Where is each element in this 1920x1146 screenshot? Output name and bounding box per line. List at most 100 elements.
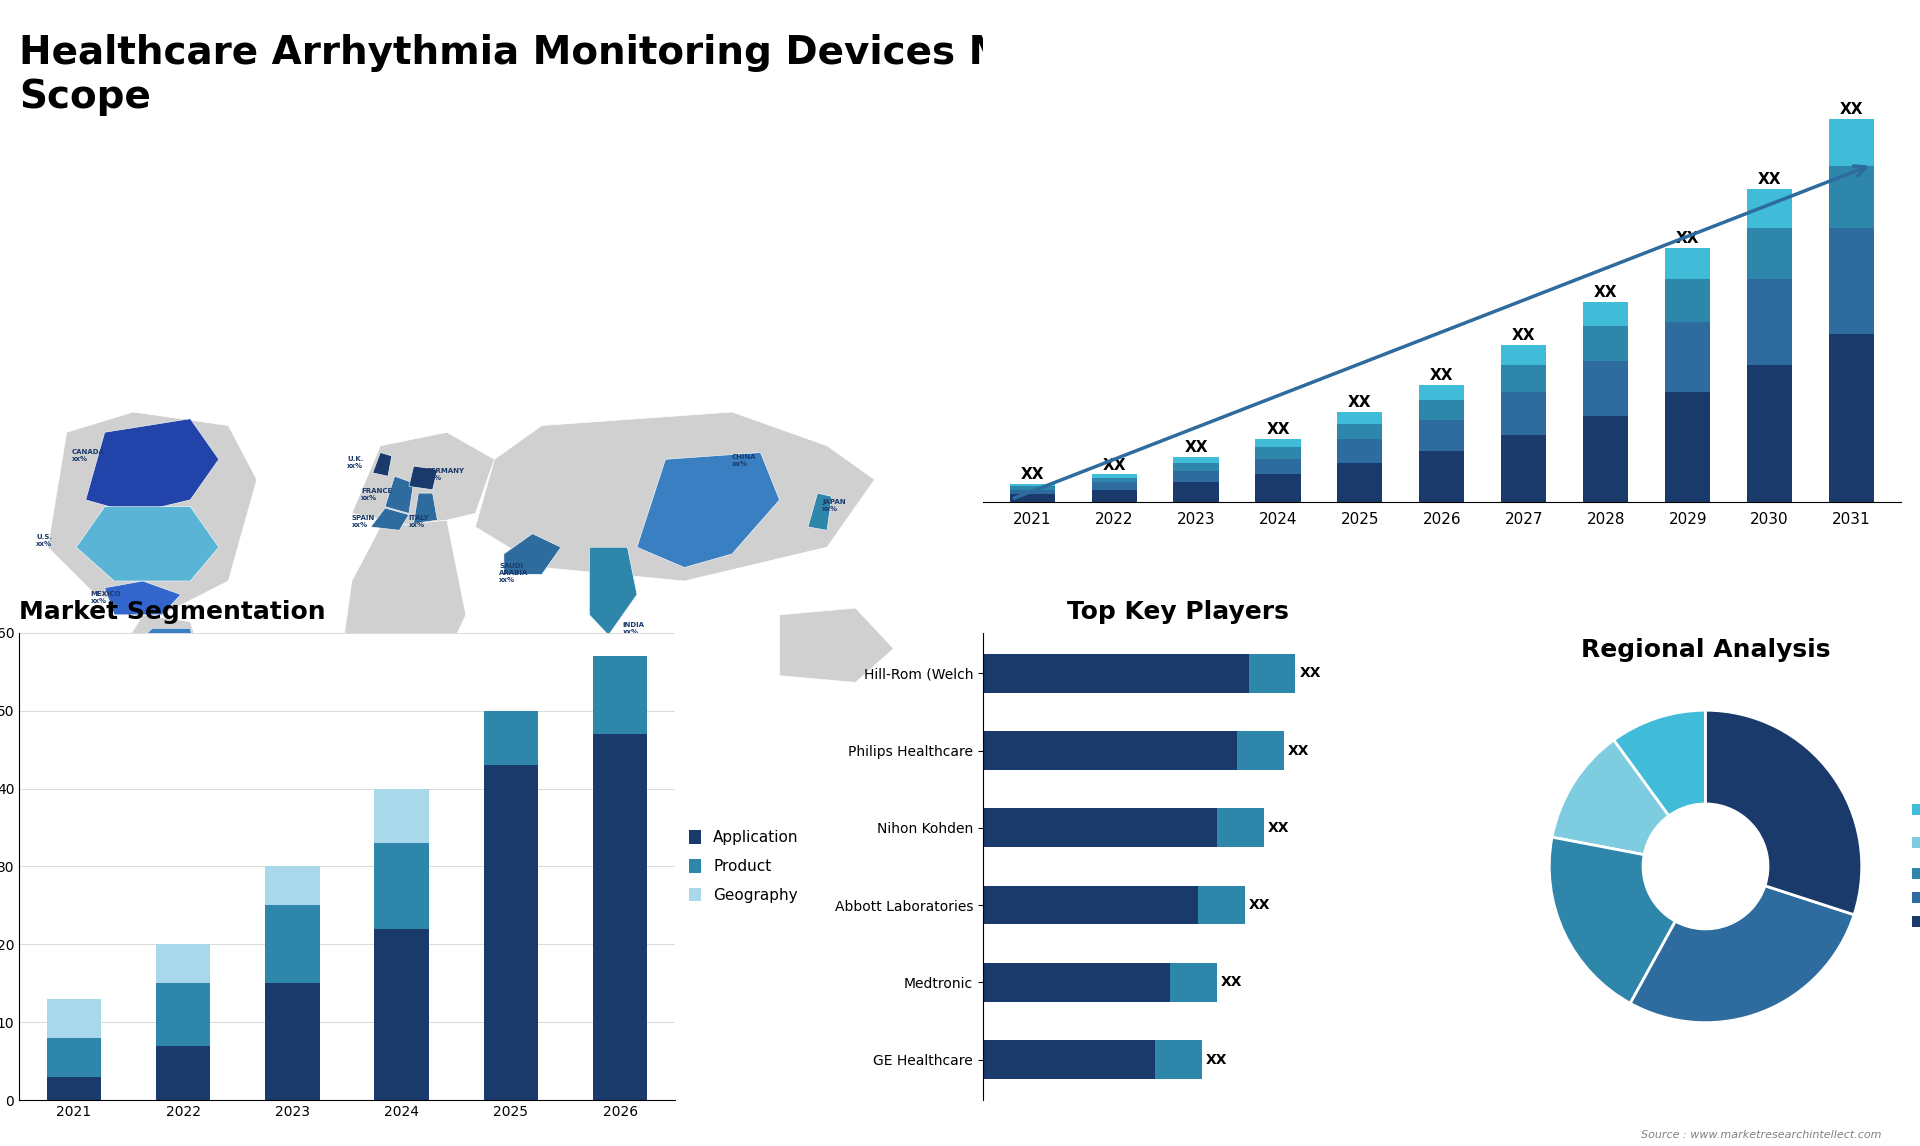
Bar bbox=[1501, 364, 1546, 392]
Text: XX: XX bbox=[1248, 898, 1269, 912]
Bar bbox=[484, 711, 538, 766]
Wedge shape bbox=[1705, 711, 1862, 915]
Bar bbox=[1010, 485, 1054, 486]
Bar bbox=[1171, 963, 1217, 1002]
Bar bbox=[1338, 424, 1382, 439]
Bar bbox=[1173, 482, 1219, 502]
Bar bbox=[1419, 452, 1465, 502]
Bar bbox=[484, 766, 538, 1100]
Bar bbox=[156, 1045, 211, 1100]
Bar bbox=[1665, 392, 1711, 502]
Text: XX: XX bbox=[1300, 666, 1321, 681]
Bar bbox=[1217, 808, 1263, 847]
Wedge shape bbox=[1549, 838, 1676, 1004]
Legend: Latin America, Middle East &
Africa, Asia Pacific, Europe, North America: Latin America, Middle East & Africa, Asi… bbox=[1907, 799, 1920, 934]
Polygon shape bbox=[351, 432, 495, 527]
Bar bbox=[983, 1041, 1154, 1078]
Bar bbox=[1419, 385, 1465, 400]
Bar bbox=[1665, 278, 1711, 322]
Text: XX: XX bbox=[1206, 1052, 1227, 1067]
Polygon shape bbox=[589, 548, 637, 635]
Bar bbox=[1092, 474, 1137, 478]
Bar bbox=[1248, 654, 1296, 692]
Bar bbox=[46, 1038, 102, 1077]
Bar bbox=[1338, 411, 1382, 424]
Text: Market Segmentation: Market Segmentation bbox=[19, 599, 326, 623]
Polygon shape bbox=[409, 466, 438, 489]
Bar bbox=[1419, 400, 1465, 419]
Bar bbox=[265, 905, 321, 983]
Bar bbox=[1747, 228, 1791, 278]
Bar bbox=[1236, 731, 1284, 770]
Bar bbox=[1747, 189, 1791, 228]
Polygon shape bbox=[123, 628, 200, 689]
Bar bbox=[1256, 474, 1300, 502]
Text: SPAIN
xx%: SPAIN xx% bbox=[351, 515, 374, 528]
Bar bbox=[1092, 482, 1137, 490]
Text: BRAZIL
xx%: BRAZIL xx% bbox=[119, 645, 148, 659]
Bar bbox=[1584, 325, 1628, 361]
Text: XX: XX bbox=[1430, 368, 1453, 383]
Polygon shape bbox=[637, 453, 780, 567]
Legend: Application, Product, Geography: Application, Product, Geography bbox=[682, 824, 804, 909]
Polygon shape bbox=[386, 477, 413, 513]
Polygon shape bbox=[390, 689, 432, 716]
Bar bbox=[374, 843, 428, 928]
Bar bbox=[1256, 458, 1300, 474]
Text: CANADA
xx%: CANADA xx% bbox=[71, 449, 104, 463]
Bar bbox=[46, 1077, 102, 1100]
Wedge shape bbox=[1551, 740, 1668, 855]
Bar bbox=[1010, 494, 1054, 502]
Bar bbox=[1584, 361, 1628, 416]
Text: XX: XX bbox=[1594, 285, 1617, 300]
Bar bbox=[1830, 119, 1874, 165]
Polygon shape bbox=[808, 493, 831, 531]
Bar bbox=[1747, 364, 1791, 502]
Bar bbox=[1419, 419, 1465, 452]
Bar bbox=[1092, 478, 1137, 482]
Text: XX: XX bbox=[1185, 440, 1208, 455]
Bar bbox=[1173, 471, 1219, 482]
Text: FRANCE
xx%: FRANCE xx% bbox=[361, 488, 392, 501]
Bar bbox=[593, 656, 647, 733]
Polygon shape bbox=[342, 520, 467, 702]
Text: SOUTH
AFRICA
xx%: SOUTH AFRICA xx% bbox=[372, 696, 401, 716]
Bar bbox=[1154, 1041, 1202, 1078]
Bar bbox=[1830, 333, 1874, 502]
Bar bbox=[1173, 463, 1219, 471]
Polygon shape bbox=[503, 534, 561, 574]
Text: ITALY
xx%: ITALY xx% bbox=[409, 515, 430, 528]
Polygon shape bbox=[371, 508, 409, 531]
Bar bbox=[1501, 435, 1546, 502]
Bar bbox=[983, 808, 1217, 847]
Polygon shape bbox=[106, 581, 180, 614]
Text: MEXICO
xx%: MEXICO xx% bbox=[90, 591, 121, 604]
Bar bbox=[1198, 886, 1244, 925]
Bar bbox=[983, 886, 1198, 925]
Text: CHINA
xx%: CHINA xx% bbox=[732, 454, 756, 468]
Text: XX: XX bbox=[1513, 329, 1536, 344]
Text: XX: XX bbox=[1267, 821, 1290, 834]
Text: XX: XX bbox=[1102, 457, 1125, 472]
Bar bbox=[1584, 416, 1628, 502]
Title: Top Key Players: Top Key Players bbox=[1068, 599, 1288, 623]
Text: XX: XX bbox=[1759, 172, 1782, 187]
Text: Healthcare Arrhythmia Monitoring Devices Market Size and
Scope: Healthcare Arrhythmia Monitoring Devices… bbox=[19, 34, 1321, 117]
Bar bbox=[1092, 490, 1137, 502]
Bar bbox=[265, 983, 321, 1100]
Bar bbox=[46, 999, 102, 1038]
Text: XX: XX bbox=[1020, 468, 1044, 482]
Polygon shape bbox=[48, 413, 257, 614]
Polygon shape bbox=[115, 614, 209, 709]
Text: XX: XX bbox=[1348, 395, 1371, 410]
Bar bbox=[983, 731, 1236, 770]
Text: INDIA
xx%: INDIA xx% bbox=[622, 622, 645, 635]
Bar bbox=[593, 733, 647, 1100]
Text: XX: XX bbox=[1839, 102, 1864, 117]
Bar bbox=[1256, 439, 1300, 447]
Text: XX: XX bbox=[1221, 975, 1242, 989]
Polygon shape bbox=[77, 507, 219, 581]
Bar bbox=[1501, 392, 1546, 435]
Bar bbox=[1010, 486, 1054, 490]
Polygon shape bbox=[86, 418, 219, 513]
